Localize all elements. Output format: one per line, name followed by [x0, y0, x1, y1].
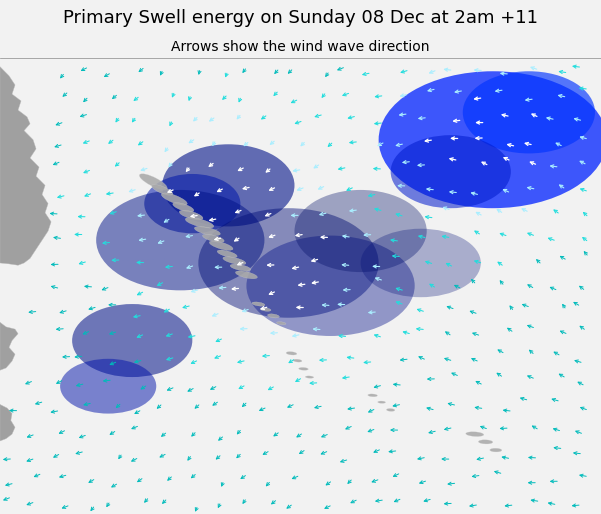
Ellipse shape — [276, 322, 286, 325]
Ellipse shape — [379, 71, 601, 208]
Ellipse shape — [198, 208, 379, 318]
Text: Arrows show the wind wave direction: Arrows show the wind wave direction — [171, 40, 430, 54]
Ellipse shape — [490, 448, 502, 452]
Ellipse shape — [203, 234, 224, 243]
Ellipse shape — [299, 368, 308, 370]
Ellipse shape — [179, 210, 203, 220]
Ellipse shape — [463, 71, 595, 153]
Ellipse shape — [161, 193, 188, 205]
Ellipse shape — [305, 376, 314, 378]
Ellipse shape — [391, 135, 511, 208]
Ellipse shape — [286, 352, 297, 355]
Ellipse shape — [378, 401, 385, 403]
Ellipse shape — [368, 394, 377, 397]
Ellipse shape — [151, 185, 173, 195]
Ellipse shape — [96, 190, 264, 290]
Ellipse shape — [236, 271, 257, 279]
Polygon shape — [0, 67, 51, 265]
Ellipse shape — [194, 227, 221, 235]
Ellipse shape — [294, 190, 427, 272]
Ellipse shape — [173, 203, 194, 212]
Ellipse shape — [139, 174, 167, 190]
Ellipse shape — [223, 256, 246, 265]
Ellipse shape — [252, 302, 265, 306]
Ellipse shape — [246, 235, 415, 336]
Polygon shape — [0, 322, 18, 370]
Ellipse shape — [267, 314, 279, 318]
Ellipse shape — [361, 229, 481, 297]
Ellipse shape — [260, 308, 271, 311]
Polygon shape — [0, 405, 15, 441]
Ellipse shape — [162, 144, 294, 227]
Text: Primary Swell energy on Sunday 08 Dec at 2am +11: Primary Swell energy on Sunday 08 Dec at… — [63, 9, 538, 27]
Ellipse shape — [293, 359, 302, 362]
Ellipse shape — [60, 359, 156, 414]
Ellipse shape — [209, 241, 233, 250]
Ellipse shape — [217, 250, 237, 258]
Ellipse shape — [144, 174, 240, 233]
Ellipse shape — [230, 264, 251, 271]
Ellipse shape — [72, 304, 192, 377]
Ellipse shape — [478, 440, 493, 444]
Ellipse shape — [386, 409, 395, 411]
Ellipse shape — [185, 217, 214, 228]
Ellipse shape — [466, 432, 484, 436]
